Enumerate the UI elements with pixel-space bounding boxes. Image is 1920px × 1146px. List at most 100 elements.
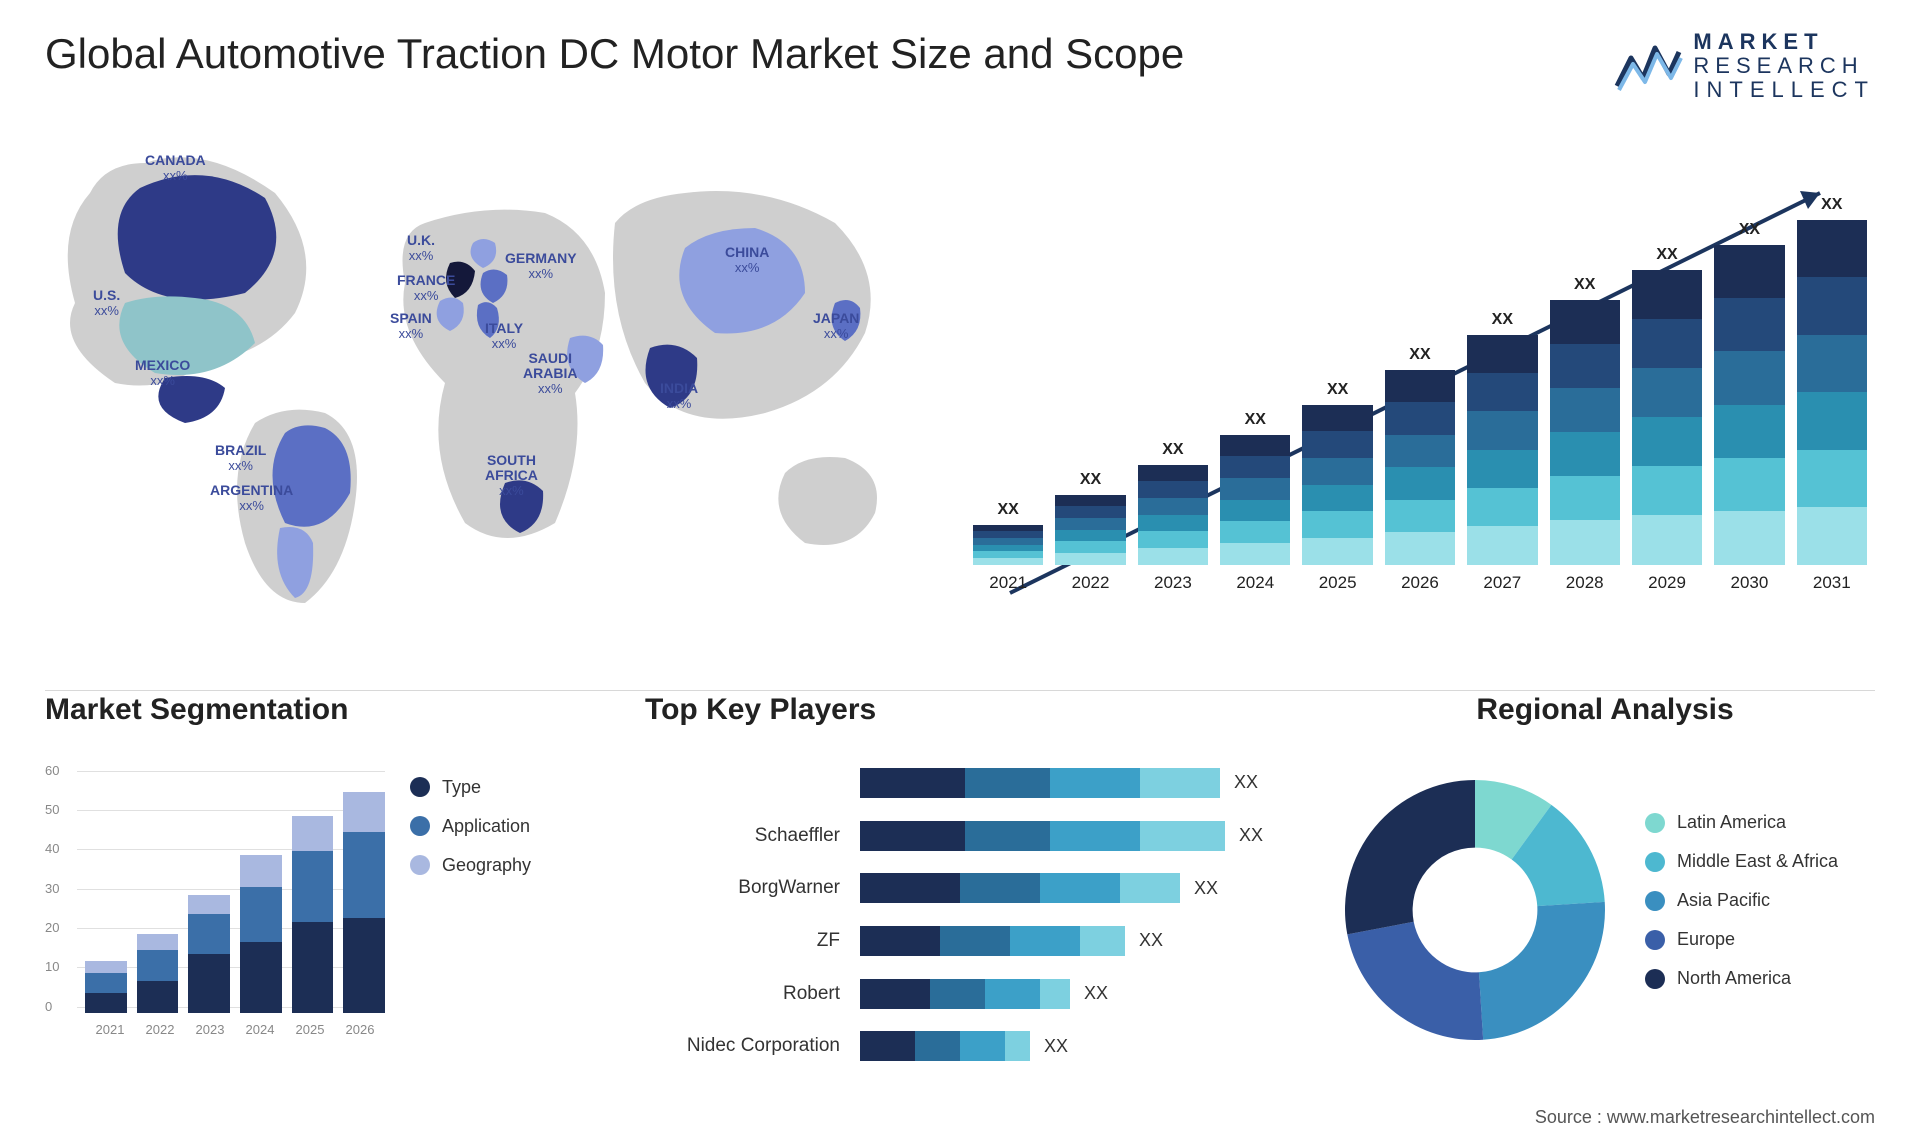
y-axis-tick: 10 — [45, 959, 59, 974]
map-label: INDIAxx% — [660, 381, 698, 412]
key-player-value: XX — [1239, 825, 1263, 846]
segmentation-bar — [137, 934, 179, 1013]
key-player-row: XX — [860, 763, 1295, 803]
key-player-value: XX — [1044, 1036, 1068, 1057]
legend-item: Application — [410, 816, 605, 837]
y-axis-tick: 0 — [45, 999, 52, 1014]
regional-legend: Latin America Middle East & Africa Asia Pa… — [1645, 812, 1875, 1007]
segmentation-title: Market Segmentation — [45, 693, 605, 727]
growth-chart-panel: XX2021XX2022XX2023XX2024XX2025XX2026XX20… — [965, 133, 1875, 663]
segmentation-bar — [188, 895, 230, 1013]
x-axis-tick: 2025 — [296, 1022, 325, 1037]
key-player-value: XX — [1234, 772, 1258, 793]
growth-bar: XX 2029 — [1632, 246, 1702, 593]
source-text: Source : www.marketresearchintellect.com — [1535, 1107, 1875, 1128]
logo-text-3: INTELLECT — [1693, 78, 1875, 102]
segmentation-bar — [240, 855, 282, 1012]
logo-text-2: RESEARCH — [1693, 54, 1875, 78]
growth-year-label: 2029 — [1648, 573, 1686, 593]
y-axis-tick: 60 — [45, 763, 59, 778]
regional-donut — [1335, 770, 1615, 1050]
y-axis-tick: 20 — [45, 920, 59, 935]
key-player-row: XX — [860, 1026, 1295, 1066]
legend-item: Latin America — [1645, 812, 1875, 833]
y-axis-tick: 40 — [45, 841, 59, 856]
legend-item: Geography — [410, 855, 605, 876]
legend-item: North America — [1645, 968, 1875, 989]
growth-bar-label: XX — [1492, 311, 1513, 329]
key-player-value: XX — [1084, 983, 1108, 1004]
key-player-row: XX — [860, 974, 1295, 1014]
growth-bar-label: XX — [1821, 196, 1842, 214]
regional-title: Regional Analysis — [1335, 693, 1875, 727]
growth-bar-label: XX — [1327, 381, 1348, 399]
key-player-value: XX — [1194, 878, 1218, 899]
map-label: MEXICOxx% — [135, 358, 190, 389]
brand-logo: MARKET RESEARCH INTELLECT — [1613, 30, 1875, 103]
x-axis-tick: 2026 — [346, 1022, 375, 1037]
legend-item: Asia Pacific — [1645, 890, 1875, 911]
key-player-value: XX — [1139, 930, 1163, 951]
growth-year-label: 2022 — [1072, 573, 1110, 593]
growth-bar: XX2024 — [1220, 411, 1290, 593]
map-label: U.S.xx% — [93, 288, 120, 319]
growth-bar: XX 2027 — [1467, 311, 1537, 593]
key-player-label: Nidec Corporation — [687, 1026, 840, 1066]
legend-swatch — [1645, 813, 1665, 833]
legend-label: North America — [1677, 968, 1791, 989]
legend-label: Application — [442, 816, 530, 837]
key-player-label: BorgWarner — [738, 868, 840, 908]
key-player-row: XX — [860, 816, 1295, 856]
map-label: CANADAxx% — [145, 153, 206, 184]
legend-swatch — [410, 855, 430, 875]
legend-swatch — [1645, 891, 1665, 911]
map-label: CHINAxx% — [725, 245, 769, 276]
growth-year-label: 2031 — [1813, 573, 1851, 593]
legend-item: Middle East & Africa — [1645, 851, 1875, 872]
map-label: BRAZILxx% — [215, 443, 266, 474]
growth-bar-label: XX — [1245, 411, 1266, 429]
growth-bar: XX2025 — [1302, 381, 1372, 593]
logo-icon — [1613, 38, 1683, 94]
logo-text-1: MARKET — [1693, 30, 1875, 54]
map-label: JAPANxx% — [813, 311, 859, 342]
legend-label: Europe — [1677, 929, 1735, 950]
segmentation-bar — [292, 816, 334, 1013]
growth-year-label: 2028 — [1566, 573, 1604, 593]
x-axis-tick: 2021 — [96, 1022, 125, 1037]
y-axis-tick: 30 — [45, 881, 59, 896]
segmentation-panel: Market Segmentation 0 10 20 30 40 50 60 2021 202… — [45, 693, 605, 1073]
growth-bar-label: XX — [1409, 346, 1430, 364]
growth-year-label: 2027 — [1483, 573, 1521, 593]
map-label: SOUTHAFRICAxx% — [485, 453, 538, 499]
legend-label: Geography — [442, 855, 531, 876]
growth-year-label: 2026 — [1401, 573, 1439, 593]
map-label: SAUDIARABIAxx% — [523, 351, 577, 397]
key-players-title: Top Key Players — [645, 693, 1295, 727]
growth-bar: XX2028 — [1550, 276, 1620, 593]
segmentation-legend: Type Application Geography — [410, 747, 605, 1073]
legend-swatch — [1645, 930, 1665, 950]
map-label: FRANCExx% — [397, 273, 455, 304]
key-player-row: XX — [860, 868, 1295, 908]
regional-panel: Regional Analysis Latin America Middle Ea… — [1335, 693, 1875, 1073]
legend-swatch — [410, 816, 430, 836]
map-label: SPAINxx% — [390, 311, 432, 342]
key-players-panel: Top Key Players SchaefflerBorgWarnerZFRo… — [645, 693, 1295, 1073]
map-label: ITALYxx% — [485, 321, 523, 352]
legend-item: Type — [410, 777, 605, 798]
legend-item: Europe — [1645, 929, 1875, 950]
growth-bar: XX2023 — [1138, 441, 1208, 593]
key-player-label: Schaeffler — [755, 816, 840, 856]
map-label: U.K.xx% — [407, 233, 435, 264]
growth-bar-label: XX — [1656, 246, 1677, 264]
x-axis-tick: 2022 — [146, 1022, 175, 1037]
legend-label: Latin America — [1677, 812, 1786, 833]
growth-bar: XX2030 — [1714, 221, 1784, 593]
growth-year-label: 2030 — [1731, 573, 1769, 593]
growth-year-label: 2021 — [989, 573, 1027, 593]
segmentation-chart: 0102030405060202120222023202420252026 — [45, 747, 385, 1037]
legend-label: Middle East & Africa — [1677, 851, 1838, 872]
map-label: ARGENTINAxx% — [210, 483, 293, 514]
y-axis-tick: 50 — [45, 802, 59, 817]
